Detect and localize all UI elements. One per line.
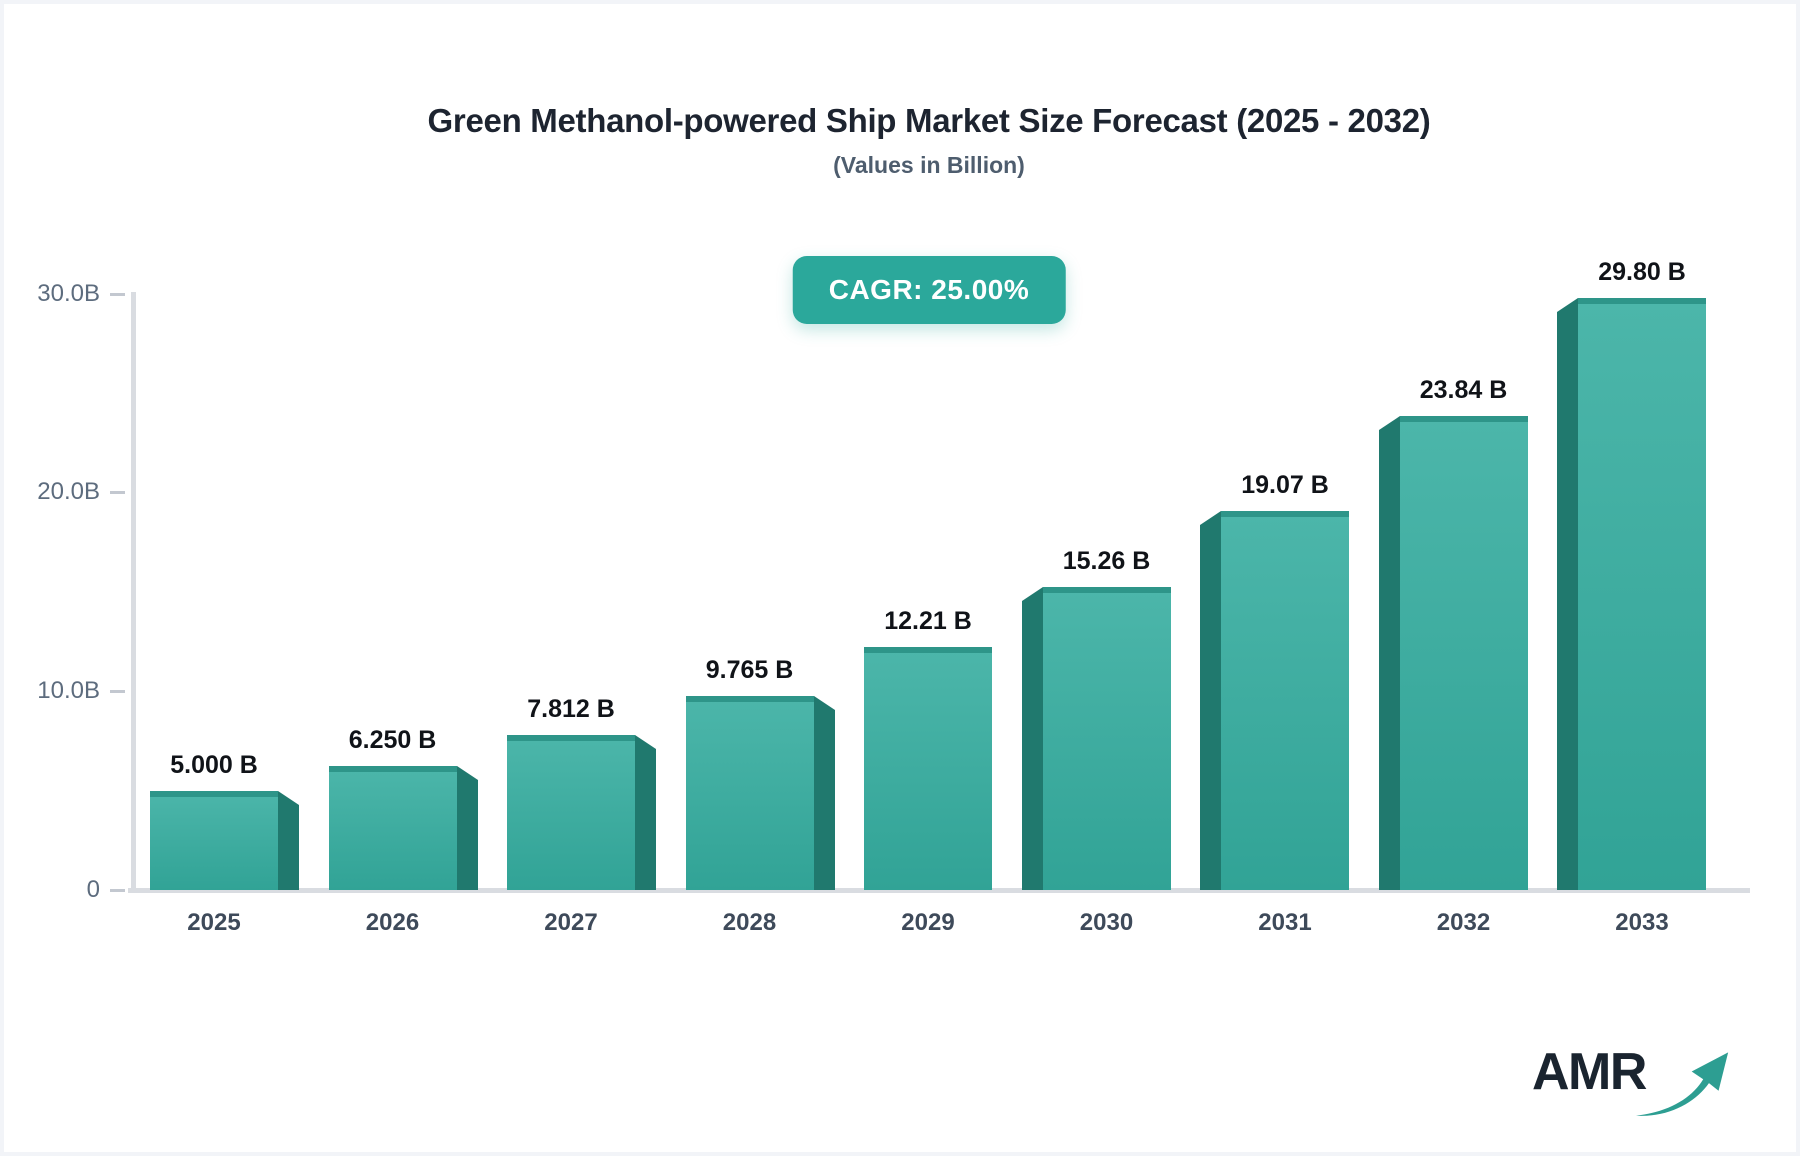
bar-2028 — [685, 696, 835, 890]
chart-canvas: Green Methanol-powered Ship Market Size … — [4, 4, 1796, 1152]
x-axis-line — [128, 888, 1750, 893]
y-axis-label: 10.0B — [37, 677, 100, 704]
x-axis-label: 2025 — [187, 909, 241, 936]
bar-2027 — [507, 735, 656, 890]
bar-value-label: 6.250 B — [348, 726, 437, 754]
y-axis-tick — [110, 293, 125, 296]
x-axis-label: 2027 — [544, 909, 598, 936]
bar-2033 — [1557, 298, 1706, 890]
y-axis-tick — [110, 491, 125, 494]
bar-value-label: 9.765 B — [705, 656, 794, 684]
x-axis-label: 2032 — [1436, 909, 1491, 936]
y-axis-label: 30.0B — [37, 280, 100, 307]
bar-2032 — [1378, 416, 1528, 890]
bar-value-label: 29.80 B — [1598, 258, 1686, 286]
y-axis-tick — [110, 889, 125, 892]
bar-value-label: 7.812 B — [527, 695, 615, 723]
bar-2030 — [1021, 587, 1171, 890]
amr-logo: AMR — [1532, 1040, 1732, 1124]
bar-value-label: 23.84 B — [1419, 376, 1508, 404]
y-axis-tick — [110, 690, 125, 693]
x-axis-label: 2033 — [1615, 909, 1669, 936]
x-axis-label: 2030 — [1079, 909, 1134, 936]
y-axis-label: 0 — [86, 876, 100, 903]
x-axis-label: 2031 — [1258, 909, 1312, 936]
bar-value-label: 12.21 B — [884, 607, 972, 635]
bar-value-label: 5.000 B — [170, 751, 258, 779]
bar-value-label: 15.26 B — [1062, 547, 1151, 575]
bar-value-label: 19.07 B — [1241, 471, 1329, 499]
bar-2031 — [1200, 511, 1349, 890]
x-axis-label: 2029 — [901, 909, 955, 936]
y-axis-label: 20.0B — [37, 478, 100, 505]
bar-2025 — [150, 791, 299, 890]
bar-2026 — [328, 766, 478, 890]
trend-arrow-icon — [1635, 1052, 1729, 1116]
x-axis-label: 2026 — [365, 909, 420, 936]
chart-subtitle: (Values in Billion) — [833, 152, 1025, 178]
chart-title: Green Methanol-powered Ship Market Size … — [427, 102, 1431, 139]
y-axis-line — [131, 292, 136, 892]
x-axis-label: 2028 — [722, 909, 777, 936]
amr-logo-text: AMR — [1532, 1043, 1647, 1101]
cagr-badge: CAGR: 25.00% — [792, 256, 1066, 324]
bar-2029 — [864, 647, 992, 890]
